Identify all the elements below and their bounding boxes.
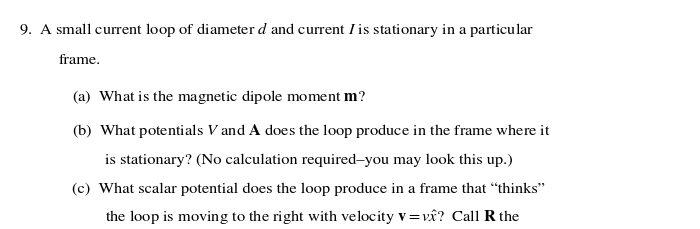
- Text: is stationary? (No calculation required–you may look this up.): is stationary? (No calculation required–…: [105, 154, 513, 167]
- Text: frame.: frame.: [58, 54, 101, 67]
- Text: (c)  What scalar potential does the loop produce in a frame that “thinks”: (c) What scalar potential does the loop …: [72, 182, 545, 196]
- Text: (b)  What potentials $V$ and $\mathbf{A}$ does the loop produce in the frame whe: (b) What potentials $V$ and $\mathbf{A}$…: [72, 122, 551, 140]
- Text: the loop is moving to the right with velocity $\mathbf{v} = v\hat{x}$?  Call $\m: the loop is moving to the right with vel…: [105, 209, 521, 227]
- Text: 9.  A small current loop of diameter $d$ and current $I$ is stationary in a part: 9. A small current loop of diameter $d$ …: [20, 20, 535, 39]
- Text: (a)  What is the magnetic dipole moment $\mathbf{m}$?: (a) What is the magnetic dipole moment $…: [72, 87, 367, 106]
